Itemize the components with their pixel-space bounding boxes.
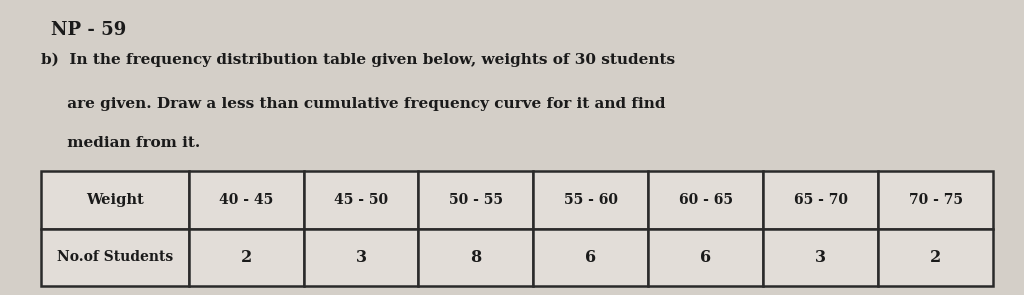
Bar [188, 171, 303, 229]
Bar [419, 229, 534, 286]
Bar [763, 229, 879, 286]
Text: Weight: Weight [86, 193, 143, 207]
Text: 70 - 75: 70 - 75 [909, 193, 963, 207]
Bar [41, 171, 188, 229]
Text: 40 - 45: 40 - 45 [219, 193, 273, 207]
Bar [534, 171, 648, 229]
Text: 3: 3 [355, 249, 367, 266]
Bar [648, 171, 763, 229]
Text: 3: 3 [815, 249, 826, 266]
Text: 65 - 70: 65 - 70 [794, 193, 848, 207]
Bar [419, 171, 534, 229]
Text: 60 - 65: 60 - 65 [679, 193, 733, 207]
Text: No.of Students: No.of Students [56, 250, 173, 264]
Bar [303, 229, 419, 286]
Text: 45 - 50: 45 - 50 [334, 193, 388, 207]
Text: median from it.: median from it. [41, 136, 201, 150]
Text: b)  In the frequency distribution table given below, weights of 30 students: b) In the frequency distribution table g… [41, 53, 675, 68]
Bar [648, 229, 763, 286]
Text: 2: 2 [241, 249, 252, 266]
Text: 55 - 60: 55 - 60 [564, 193, 617, 207]
Text: 6: 6 [700, 249, 712, 266]
Bar [41, 229, 188, 286]
Text: 6: 6 [586, 249, 597, 266]
Text: 8: 8 [470, 249, 481, 266]
Text: 2: 2 [930, 249, 941, 266]
Bar [534, 229, 648, 286]
Bar [879, 229, 993, 286]
Bar [879, 171, 993, 229]
Text: 50 - 55: 50 - 55 [449, 193, 503, 207]
Bar [303, 171, 419, 229]
Text: are given. Draw a less than cumulative frequency curve for it and find: are given. Draw a less than cumulative f… [41, 97, 666, 111]
Bar [763, 171, 879, 229]
Text: NP - 59: NP - 59 [51, 21, 126, 39]
Bar [188, 229, 303, 286]
